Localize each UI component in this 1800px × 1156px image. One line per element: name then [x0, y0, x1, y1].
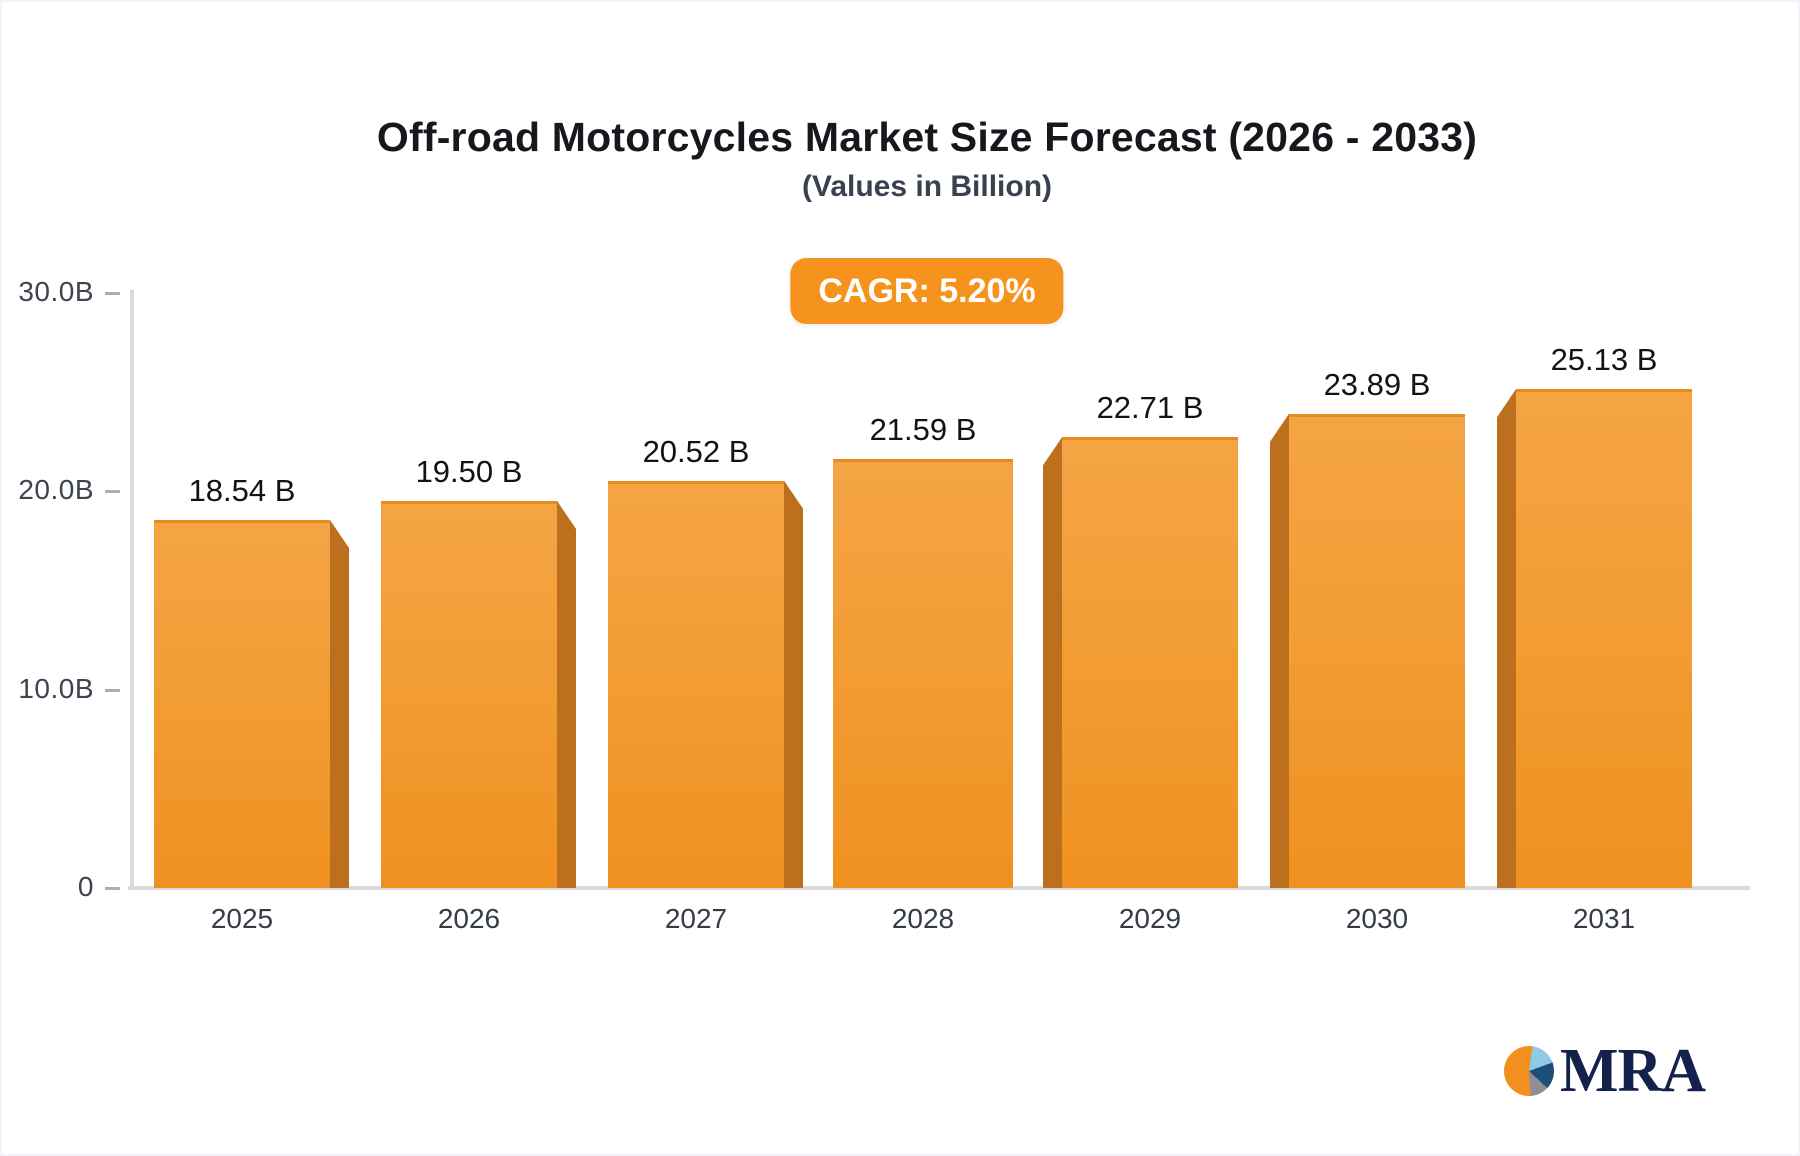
bar-side [330, 519, 349, 888]
y-tick-label: 30.0B [18, 275, 94, 307]
bar-2029 [1062, 437, 1238, 888]
bar-2025 [154, 519, 330, 888]
bar-2027 [608, 480, 784, 888]
chart-subtitle: (Values in Billion) [801, 170, 1053, 203]
bar-value-label: 18.54 B [188, 472, 296, 508]
mra-logo: MRA [1504, 1037, 1706, 1105]
bar-side [784, 480, 803, 888]
bar-2028 [833, 459, 1013, 888]
bar-value-label: 25.13 B [1550, 342, 1658, 378]
bar-2030 [1289, 413, 1465, 888]
bar-side [1270, 413, 1289, 888]
x-tick-label-2031: 2031 [1572, 903, 1636, 934]
bar-value-label: 20.52 B [642, 433, 750, 469]
bar-value-label: 23.89 B [1323, 366, 1431, 402]
bar-2031 [1516, 389, 1692, 888]
y-tick-label: 10.0B [18, 672, 94, 704]
x-tick-label-2028: 2028 [891, 903, 955, 934]
y-tick-mark [105, 291, 120, 295]
y-tick-label: 20.0B [18, 474, 94, 505]
bar-side [1497, 389, 1516, 888]
x-tick-label-2029: 2029 [1118, 903, 1182, 934]
bar-value-label: 21.59 B [869, 412, 977, 448]
bar-2026 [381, 500, 557, 888]
bar-value-label: 19.50 B [415, 453, 523, 489]
bar-value-label: 22.71 B [1096, 390, 1204, 426]
x-tick-label-2027: 2027 [664, 903, 728, 934]
y-tick-mark [105, 887, 120, 890]
y-axis-line [130, 290, 134, 890]
y-tick-label: 0 [77, 871, 94, 902]
y-tick-mark [105, 688, 120, 692]
logo-text: MRA [1560, 1037, 1706, 1105]
cagr-badge: CAGR: 5.20% [790, 258, 1064, 324]
pie-chart-logo-icon [1504, 1046, 1554, 1096]
y-tick-mark [105, 490, 120, 493]
bar-side [557, 500, 576, 888]
page-title: Off-road Motorcycles Market Size Forecas… [376, 114, 1478, 160]
bar-side [1043, 437, 1062, 888]
x-tick-label-2026: 2026 [437, 903, 501, 934]
x-axis-line [128, 886, 1750, 890]
x-tick-label-2030: 2030 [1345, 903, 1409, 934]
x-tick-label-2025: 2025 [210, 903, 274, 934]
